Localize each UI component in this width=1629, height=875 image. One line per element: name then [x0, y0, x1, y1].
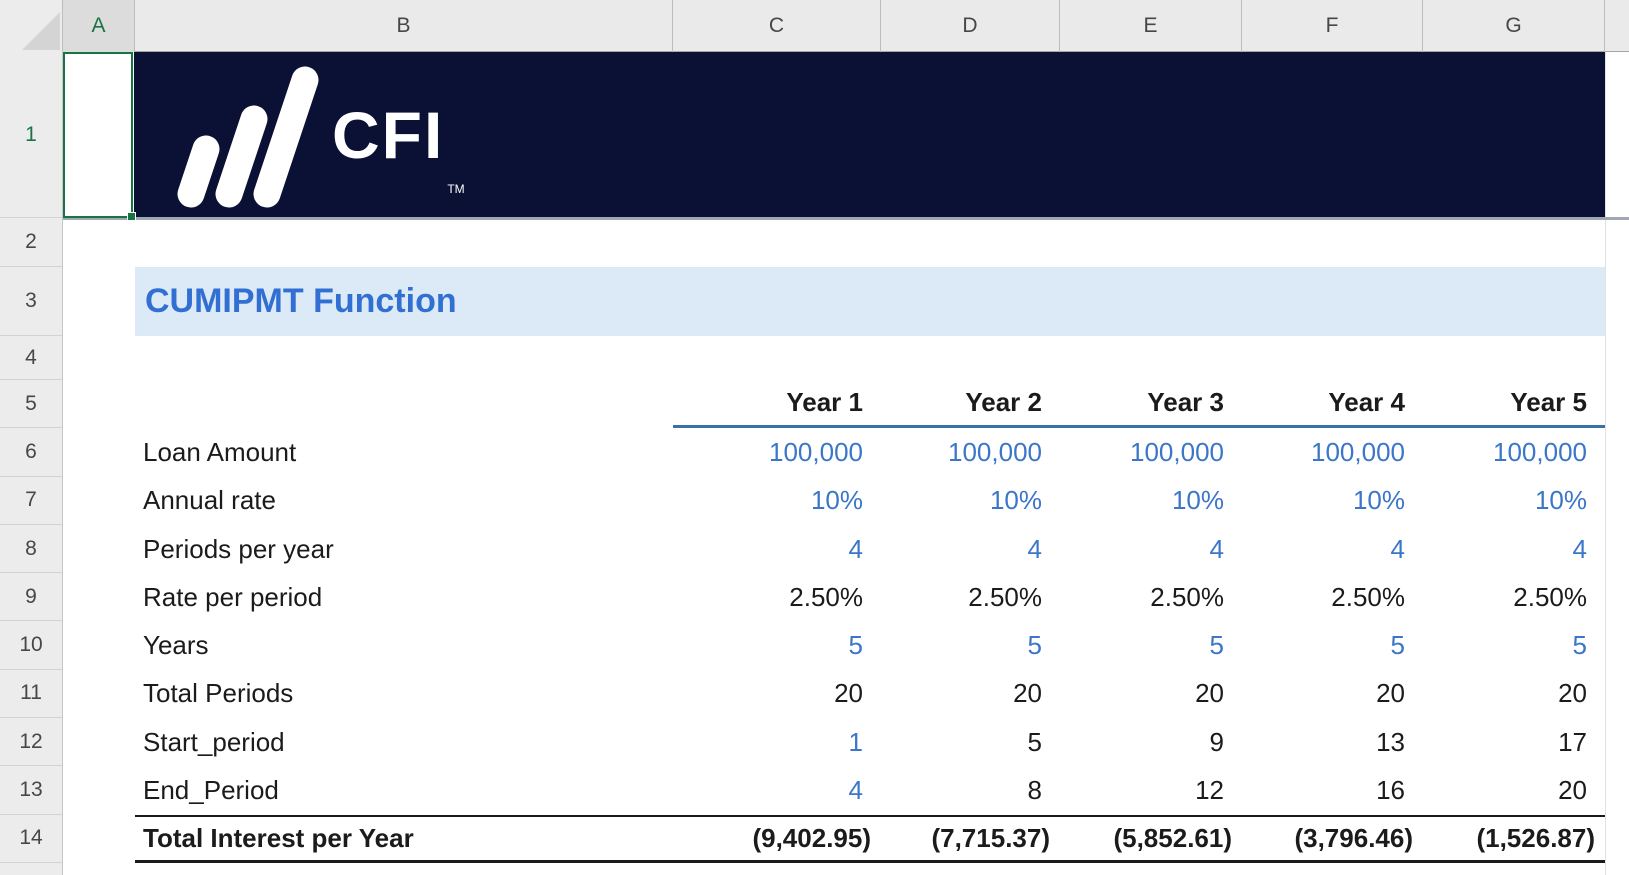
row-header-gutter: 1 2 3 4 5 6 7 8 9 10 11 12 13 14 — [0, 52, 63, 875]
cfi-logo-text: CFI — [332, 98, 445, 172]
data-cell[interactable]: 100,000 — [769, 436, 863, 467]
row-label[interactable]: Years — [143, 630, 209, 661]
column-header-c[interactable]: C — [673, 0, 881, 52]
data-cell[interactable]: 5 — [1572, 630, 1587, 661]
data-cell[interactable]: 2.50% — [1513, 581, 1587, 612]
data-cell[interactable]: 5 — [1027, 726, 1042, 757]
data-cell[interactable]: 4 — [1209, 533, 1224, 564]
data-cell[interactable]: 12 — [1195, 775, 1224, 806]
data-cell[interactable]: 10% — [810, 485, 863, 516]
fill-handle[interactable] — [127, 212, 136, 221]
row-label[interactable]: Start_period — [143, 726, 285, 757]
cfi-logo: CFI TM — [164, 60, 465, 210]
data-cell[interactable]: 13 — [1376, 726, 1405, 757]
data-cell[interactable]: 100,000 — [1493, 436, 1587, 467]
data-cell[interactable]: 100,000 — [948, 436, 1042, 467]
data-cell[interactable]: 8 — [1027, 775, 1042, 806]
row-label[interactable]: End_Period — [143, 775, 279, 806]
total-cell[interactable]: (3,796.46) — [1242, 814, 1423, 863]
data-cell[interactable]: 4 — [848, 775, 863, 806]
banner-underline — [63, 217, 1629, 220]
row-label[interactable]: Total Periods — [143, 678, 294, 709]
row-header-10[interactable]: 10 — [0, 621, 62, 670]
gridline — [1605, 52, 1606, 875]
title-cell[interactable]: CUMIPMT Function — [135, 267, 1605, 336]
row-header-14[interactable]: 14 — [0, 815, 62, 863]
data-cell[interactable]: 10% — [1352, 485, 1405, 516]
data-cell[interactable]: 10% — [1534, 485, 1587, 516]
year-header-cell[interactable]: Year 4 — [1242, 380, 1423, 429]
column-header-a[interactable]: A — [63, 0, 135, 52]
data-cell[interactable]: 16 — [1376, 775, 1405, 806]
total-cell[interactable]: (9,402.95) — [673, 814, 881, 863]
data-cell[interactable]: 4 — [848, 533, 863, 564]
row-header-11[interactable]: 11 — [0, 670, 62, 719]
total-row-label[interactable]: Total Interest per Year — [135, 814, 673, 863]
data-cell[interactable]: 20 — [834, 678, 863, 709]
year-header-cell[interactable]: Year 2 — [881, 380, 1060, 429]
cfi-banner: CFI TM — [134, 52, 1605, 218]
data-table: Year 1 Year 2 Year 3 Year 4 Year 5 Loan … — [135, 380, 1605, 863]
data-cell[interactable]: 5 — [848, 630, 863, 661]
data-cell[interactable]: 20 — [1558, 678, 1587, 709]
page-title: CUMIPMT Function — [145, 282, 457, 320]
column-header-g[interactable]: G — [1423, 0, 1605, 52]
data-cell[interactable]: 20 — [1376, 678, 1405, 709]
column-header-f[interactable]: F — [1242, 0, 1423, 52]
row-header-13[interactable]: 13 — [0, 766, 62, 815]
select-all-corner[interactable] — [0, 0, 63, 52]
column-header-e[interactable]: E — [1060, 0, 1242, 52]
data-cell[interactable]: 5 — [1027, 630, 1042, 661]
data-cell[interactable]: 17 — [1558, 726, 1587, 757]
row-label[interactable]: Annual rate — [143, 485, 276, 516]
data-cell[interactable]: 100,000 — [1311, 436, 1405, 467]
row-label[interactable]: Rate per period — [143, 581, 323, 612]
row-header-2[interactable]: 2 — [0, 218, 62, 267]
row-label[interactable]: Loan Amount — [143, 436, 297, 467]
row-header-1[interactable]: 1 — [0, 52, 62, 218]
data-cell[interactable]: 2.50% — [1150, 581, 1224, 612]
data-cell[interactable]: 1 — [848, 726, 863, 757]
selected-cell-a1[interactable] — [63, 52, 136, 221]
column-header-partial[interactable] — [1605, 0, 1629, 52]
data-cell[interactable]: 5 — [1390, 630, 1405, 661]
data-cell[interactable]: 2.50% — [789, 581, 863, 612]
data-cell[interactable]: 4 — [1572, 533, 1587, 564]
data-cell[interactable]: 2.50% — [1331, 581, 1405, 612]
row-header-12[interactable]: 12 — [0, 718, 62, 767]
data-cell[interactable]: 100,000 — [1130, 436, 1224, 467]
cfi-bars-icon — [177, 66, 319, 208]
trademark-symbol: TM — [447, 182, 465, 196]
data-cell[interactable]: 20 — [1558, 775, 1587, 806]
row-label[interactable]: Periods per year — [143, 533, 334, 564]
data-cell[interactable]: 4 — [1390, 533, 1405, 564]
data-cell[interactable]: 10% — [989, 485, 1042, 516]
total-cell[interactable]: (5,852.61) — [1060, 814, 1242, 863]
column-header-row: A B C D E F G — [0, 0, 1629, 52]
data-cell[interactable]: 20 — [1195, 678, 1224, 709]
row-header-4[interactable]: 4 — [0, 336, 62, 380]
data-cell[interactable]: 20 — [1013, 678, 1042, 709]
year-header-cell[interactable]: Year 5 — [1423, 380, 1605, 429]
row-header-9[interactable]: 9 — [0, 573, 62, 622]
column-header-b[interactable]: B — [135, 0, 673, 52]
total-cell[interactable]: (7,715.37) — [881, 814, 1060, 863]
data-cell[interactable]: 9 — [1209, 726, 1224, 757]
row-header-6[interactable]: 6 — [0, 428, 62, 477]
row-header-3[interactable]: 3 — [0, 267, 62, 336]
select-all-triangle-icon — [22, 12, 60, 50]
cell-b5[interactable] — [135, 380, 673, 428]
total-cell[interactable]: (1,526.87) — [1423, 814, 1605, 863]
year-header-cell[interactable]: Year 3 — [1060, 380, 1242, 429]
row-header-5[interactable]: 5 — [0, 380, 62, 429]
data-cell[interactable]: 4 — [1027, 533, 1042, 564]
row-header-8[interactable]: 8 — [0, 525, 62, 574]
data-cell[interactable]: 2.50% — [968, 581, 1042, 612]
row-header-7[interactable]: 7 — [0, 477, 62, 525]
year-header-cell[interactable]: Year 1 — [673, 380, 881, 429]
data-cell[interactable]: 10% — [1171, 485, 1224, 516]
data-cell[interactable]: 5 — [1209, 630, 1224, 661]
column-header-d[interactable]: D — [881, 0, 1060, 52]
